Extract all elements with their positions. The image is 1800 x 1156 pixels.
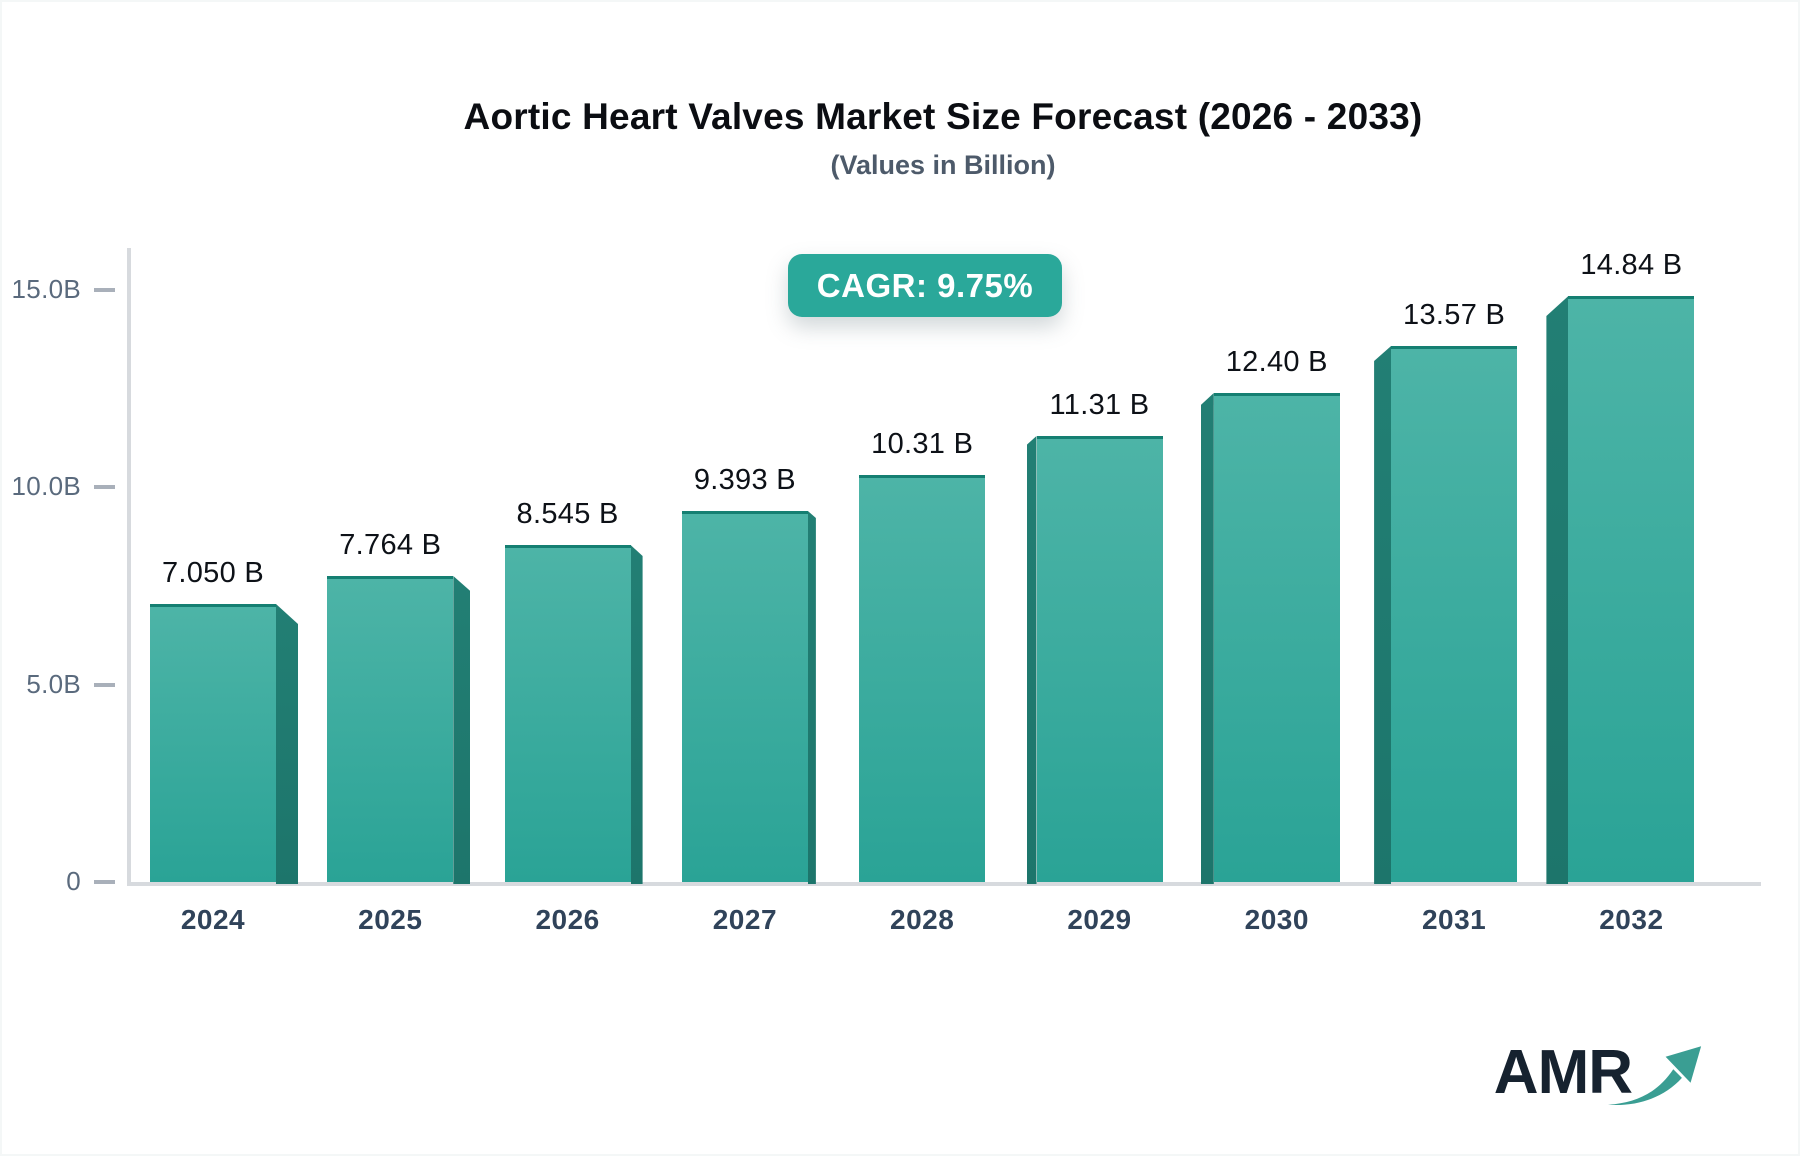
bar-2027 — [681, 511, 816, 884]
chart-subtitle: (Values in Billion) — [830, 150, 1056, 180]
x-axis-label-2027: 2027 — [712, 904, 778, 935]
bar-2030 — [1200, 393, 1340, 884]
plot-area: 15.0B 10.0B 5.0B 0 7.050 B 7.764 B 8.545 B 9.3… — [12, 248, 1761, 935]
bar-value-label: 9.393 B — [693, 464, 796, 496]
x-axis-label-2026: 2026 — [535, 904, 600, 935]
bar-front-face — [681, 511, 808, 882]
y-tick-mark — [94, 682, 115, 687]
bar-front-face — [327, 576, 454, 882]
x-axis-line — [127, 882, 1761, 886]
bar-2024 — [150, 604, 298, 884]
bar-front-face — [150, 604, 276, 882]
x-axis-label-2031: 2031 — [1421, 904, 1487, 935]
bar-side-face — [276, 604, 298, 884]
cagr-badge: CAGR: 9.75% — [788, 254, 1062, 317]
bar-side-face — [1374, 346, 1392, 884]
bar-value-label: 14.84 B — [1580, 249, 1683, 281]
bar-value-label: 13.57 B — [1403, 299, 1506, 331]
y-tick-mark — [94, 485, 115, 490]
x-axis-label-2032: 2032 — [1599, 904, 1664, 935]
bar-value-label: 10.31 B — [871, 428, 974, 460]
x-axis-label-2029: 2029 — [1067, 904, 1132, 935]
cagr-badge-label: CAGR: 9.75% — [816, 266, 1034, 304]
bar-side-face — [1026, 436, 1037, 884]
x-axis-label-2028: 2028 — [890, 904, 955, 935]
y-tick-mark — [94, 880, 115, 884]
y-tick-label: 0 — [66, 866, 81, 896]
bar-value-label: 7.764 B — [339, 529, 442, 561]
y-tick-label: 5.0B — [26, 668, 81, 699]
bar-value-label: 8.545 B — [516, 498, 619, 530]
bar-2025 — [327, 576, 471, 884]
bar-2029 — [1026, 436, 1163, 884]
bar-side-face — [807, 511, 816, 884]
bar-value-label: 12.40 B — [1225, 346, 1328, 378]
bar-front-face — [1568, 296, 1695, 882]
x-axis-label-2024: 2024 — [180, 904, 246, 935]
bar-front-face — [1036, 436, 1163, 882]
amr-logo-text: AMR — [1493, 1038, 1633, 1107]
bar-front-face — [859, 475, 986, 882]
bar-2031 — [1374, 346, 1518, 884]
y-tick-mark — [94, 288, 115, 292]
chart-title: Aortic Heart Valves Market Size Forecast… — [463, 96, 1423, 137]
bar-2028 — [859, 475, 986, 882]
bar-value-label: 11.31 B — [1049, 389, 1150, 421]
amr-logo: AMR — [1493, 1038, 1704, 1107]
bar-2026 — [504, 545, 643, 884]
y-tick-label: 10.0B — [11, 471, 81, 502]
bar-side-face — [1200, 393, 1214, 884]
bar-side-face — [1546, 296, 1569, 884]
y-tick-label: 15.0B — [11, 274, 81, 304]
x-axis-label-2030: 2030 — [1244, 904, 1309, 935]
bar-side-face — [453, 576, 471, 884]
bar-front-face — [504, 545, 631, 882]
x-axis-label-2025: 2025 — [358, 904, 423, 935]
bar-2032 — [1546, 296, 1695, 884]
bar-value-label: 7.050 B — [161, 557, 265, 589]
bar-front-face — [1213, 393, 1340, 882]
bar-side-face — [630, 545, 643, 884]
bar-front-face — [1391, 346, 1518, 882]
growth-arrow-icon — [1608, 1046, 1702, 1106]
y-axis-line — [127, 248, 131, 886]
